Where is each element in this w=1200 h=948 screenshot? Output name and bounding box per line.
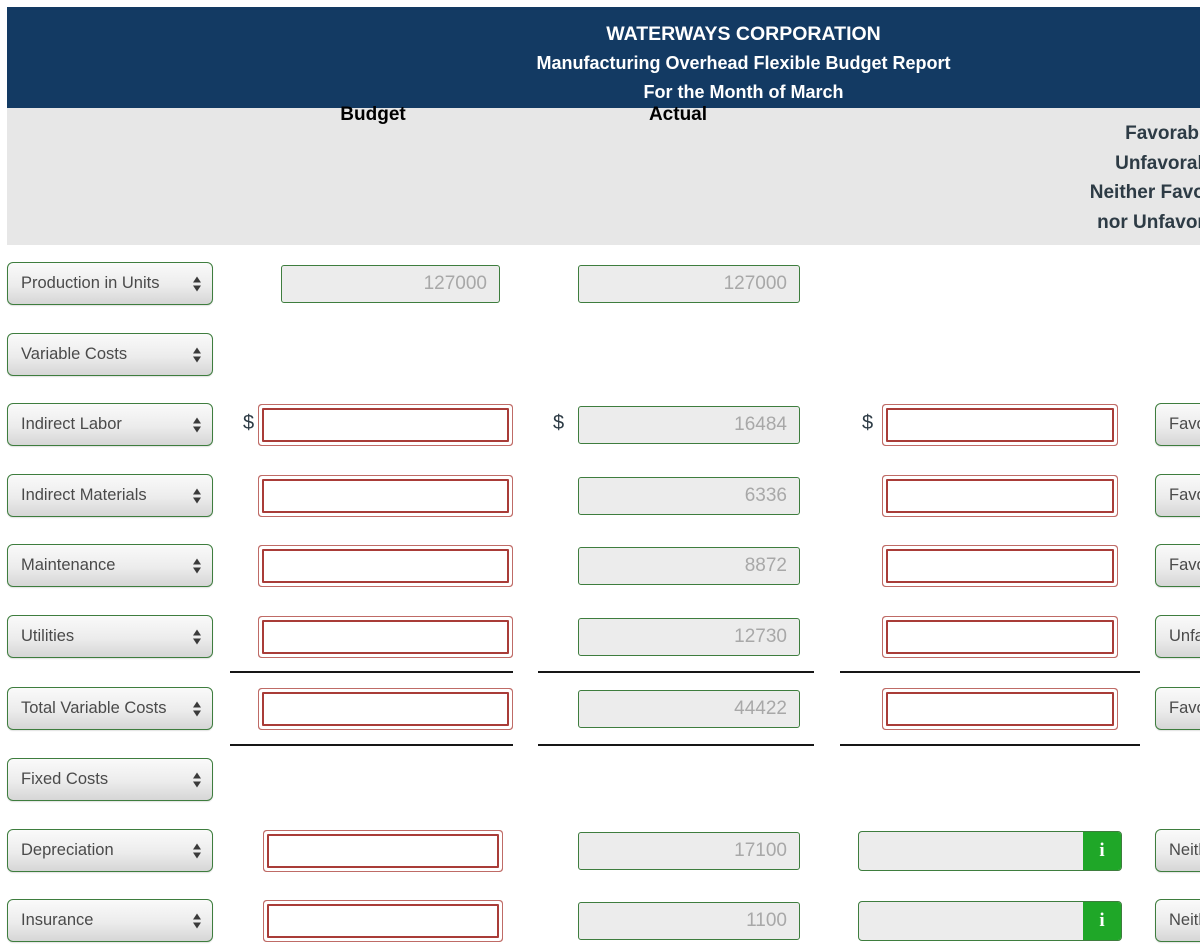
dropdown-indirect-materials[interactable]: Indirect Materials bbox=[7, 474, 213, 517]
dropdown-label: Neither Favorable nor Unfavorable bbox=[1169, 911, 1200, 929]
row-production-in-units: Production in Units bbox=[0, 262, 1200, 306]
dropdown-label: Favorable bbox=[1169, 415, 1200, 433]
actual-column-header: Actual bbox=[648, 104, 708, 125]
info-button[interactable]: i bbox=[1083, 902, 1121, 940]
dropdown-variable-costs[interactable]: Variable Costs bbox=[7, 333, 213, 376]
dropdown-label: Total Variable Costs bbox=[21, 699, 167, 717]
dropdown-label: Indirect Labor bbox=[21, 415, 122, 433]
dropdown-label: Utilities bbox=[21, 627, 75, 645]
up-down-arrows-icon bbox=[193, 417, 201, 432]
dropdown-label: Neither Favorable nor Unfavorable bbox=[1169, 841, 1200, 859]
dollar-sign: $ bbox=[553, 412, 565, 434]
dropdown-label: Production in Units bbox=[21, 274, 160, 292]
dropdown-label: Favorable bbox=[1169, 486, 1200, 504]
up-down-arrows-icon bbox=[193, 913, 201, 928]
company-name: WATERWAYS CORPORATION bbox=[606, 23, 881, 45]
up-down-arrows-icon bbox=[193, 843, 201, 858]
dropdown-maintenance[interactable]: Maintenance bbox=[7, 544, 213, 587]
budget-input-indirect-labor[interactable] bbox=[262, 408, 509, 442]
budget-column-header: Budget bbox=[340, 104, 406, 125]
difference-input-indirect-labor[interactable] bbox=[886, 408, 1114, 442]
dollar-sign: $ bbox=[243, 412, 255, 434]
dropdown-depreciation[interactable]: Depreciation bbox=[7, 829, 213, 872]
subtotal-rule bbox=[230, 671, 513, 673]
row-indirect-materials: Indirect Materials Favorable bbox=[0, 474, 1200, 518]
info-icon: i bbox=[1099, 840, 1105, 861]
actual-input-maintenance[interactable] bbox=[578, 547, 800, 585]
dropdown-label: Fixed Costs bbox=[21, 770, 109, 788]
row-depreciation: Depreciation i Neither Favorable nor Unf… bbox=[0, 829, 1200, 873]
info-icon: i bbox=[1099, 910, 1105, 931]
actual-input-total-variable-costs[interactable] bbox=[578, 690, 800, 728]
up-down-arrows-icon bbox=[193, 701, 201, 716]
row-indirect-labor: Indirect Labor $ $ $ Favorable bbox=[0, 403, 1200, 447]
difference-input-insurance[interactable]: i bbox=[858, 901, 1122, 941]
subtotal-rule bbox=[230, 744, 513, 746]
dropdown-label: Maintenance bbox=[21, 556, 116, 574]
actual-input-depreciation[interactable] bbox=[578, 832, 800, 870]
up-down-arrows-icon bbox=[193, 772, 201, 787]
column-header-band: Favorable Unfavorable Neither Favorable … bbox=[7, 108, 1200, 245]
budget-input-maintenance[interactable] bbox=[262, 549, 509, 583]
difference-column-header: Favorable Unfavorable Neither Favorable … bbox=[1089, 123, 1200, 233]
row-insurance: Insurance i Neither Favorable nor Unfavo… bbox=[0, 899, 1200, 943]
budget-input-indirect-materials[interactable] bbox=[262, 479, 509, 513]
budget-input-insurance[interactable] bbox=[267, 904, 499, 938]
difference-input-total-variable-costs[interactable] bbox=[886, 692, 1114, 726]
actual-input-utilities[interactable] bbox=[578, 618, 800, 656]
actual-input-indirect-materials[interactable] bbox=[578, 477, 800, 515]
budget-input-total-variable-costs[interactable] bbox=[262, 692, 509, 726]
row-maintenance: Maintenance Favorable bbox=[0, 544, 1200, 588]
actual-input-indirect-labor[interactable] bbox=[578, 406, 800, 444]
report-name: Manufacturing Overhead Flexible Budget R… bbox=[536, 53, 951, 73]
favorability-dropdown-insurance[interactable]: Neither Favorable nor Unfavorable bbox=[1155, 899, 1200, 942]
subtotal-rule bbox=[538, 744, 814, 746]
up-down-arrows-icon bbox=[193, 276, 201, 291]
dropdown-fixed-costs[interactable]: Fixed Costs bbox=[7, 758, 213, 801]
row-variable-costs: Variable Costs bbox=[0, 333, 1200, 377]
subtotal-rule bbox=[840, 744, 1140, 746]
budget-input-depreciation[interactable] bbox=[267, 834, 499, 868]
favorability-dropdown-total-variable-costs[interactable]: Favorable bbox=[1155, 687, 1200, 730]
subtotal-rule bbox=[840, 671, 1140, 673]
dropdown-insurance[interactable]: Insurance bbox=[7, 899, 213, 942]
dropdown-label: Insurance bbox=[21, 911, 94, 929]
dropdown-label: Depreciation bbox=[21, 841, 114, 859]
favorability-dropdown-utilities[interactable]: Unfavorable bbox=[1155, 615, 1200, 658]
dropdown-label: Indirect Materials bbox=[21, 486, 147, 504]
subtotal-rule bbox=[538, 671, 814, 673]
info-button[interactable]: i bbox=[1083, 832, 1121, 870]
dropdown-total-variable-costs[interactable]: Total Variable Costs bbox=[7, 687, 213, 730]
difference-input-maintenance[interactable] bbox=[886, 549, 1114, 583]
up-down-arrows-icon bbox=[193, 558, 201, 573]
dropdown-utilities[interactable]: Utilities bbox=[7, 615, 213, 658]
actual-input-production-in-units[interactable] bbox=[578, 265, 800, 303]
dropdown-label: Favorable bbox=[1169, 699, 1200, 717]
budget-input-utilities[interactable] bbox=[262, 620, 509, 654]
budget-input-production-in-units[interactable] bbox=[281, 265, 500, 303]
actual-input-insurance[interactable] bbox=[578, 902, 800, 940]
dropdown-indirect-labor[interactable]: Indirect Labor bbox=[7, 403, 213, 446]
difference-input-utilities[interactable] bbox=[886, 620, 1114, 654]
favorability-dropdown-maintenance[interactable]: Favorable bbox=[1155, 544, 1200, 587]
dropdown-label: Favorable bbox=[1169, 556, 1200, 574]
favorability-dropdown-indirect-labor[interactable]: Favorable bbox=[1155, 403, 1200, 446]
difference-input-depreciation[interactable]: i bbox=[858, 831, 1122, 871]
up-down-arrows-icon bbox=[193, 629, 201, 644]
report-period: For the Month of March bbox=[643, 82, 844, 102]
dropdown-production-in-units[interactable]: Production in Units bbox=[7, 262, 213, 305]
favorability-dropdown-indirect-materials[interactable]: Favorable bbox=[1155, 474, 1200, 517]
favorability-dropdown-depreciation[interactable]: Neither Favorable nor Unfavorable bbox=[1155, 829, 1200, 872]
report-title-block: WATERWAYS CORPORATION Manufacturing Over… bbox=[7, 7, 1200, 108]
up-down-arrows-icon bbox=[193, 347, 201, 362]
dropdown-label: Unfavorable bbox=[1169, 627, 1200, 645]
dropdown-label: Variable Costs bbox=[21, 345, 128, 363]
dollar-sign: $ bbox=[862, 412, 874, 434]
row-fixed-costs: Fixed Costs bbox=[0, 758, 1200, 802]
row-total-variable-costs: Total Variable Costs Favorable bbox=[0, 687, 1200, 731]
row-utilities: Utilities Unfavorable bbox=[0, 615, 1200, 659]
up-down-arrows-icon bbox=[193, 488, 201, 503]
difference-input-indirect-materials[interactable] bbox=[886, 479, 1114, 513]
